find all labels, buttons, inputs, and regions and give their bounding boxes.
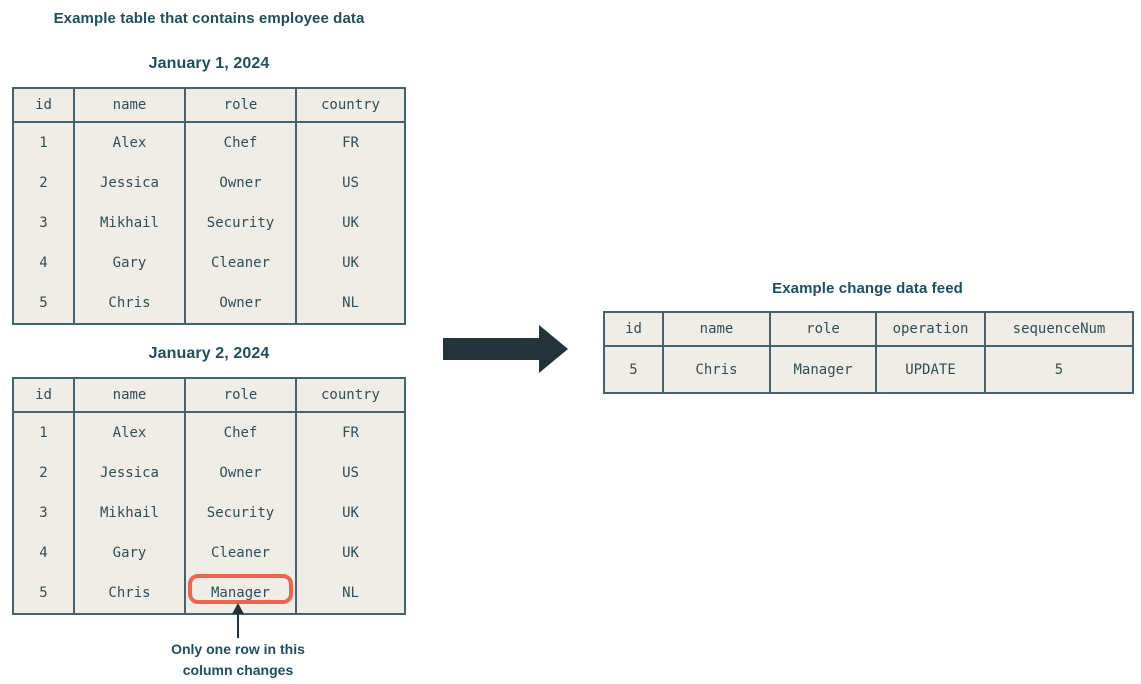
column-header: role (184, 88, 296, 123)
table-row: 3 Mikhail Security UK (13, 203, 405, 243)
table-cell: UK (295, 493, 405, 533)
header-row: id name role operation sequenceNum (604, 312, 1133, 347)
table-cell: Chef (184, 412, 296, 453)
table-cell: Owner (184, 163, 296, 203)
table-row: 4 Gary Cleaner UK (13, 533, 405, 573)
column-header: name (662, 312, 770, 347)
table-row: 1 Alex Chef FR (13, 122, 405, 163)
table-cell: 1 (39, 135, 48, 151)
table-cell: 3 (39, 215, 48, 231)
table-row: 3 Mikhail Security UK (13, 493, 405, 533)
table-cell: 5 (629, 361, 638, 378)
table-cell: US (295, 453, 405, 493)
table-cell: Mikhail (73, 203, 185, 243)
table-cell: Alex (73, 122, 185, 163)
table-cell: 5 (39, 585, 48, 601)
table-cell: Gary (73, 243, 185, 283)
table-cell: Security (184, 493, 296, 533)
table-row: 5 Chris Owner NL (13, 283, 405, 324)
table-cell: Security (184, 203, 296, 243)
jan2-employee-table: id name role country 1 Alex Chef FR 2 Jessica Owne… (12, 377, 406, 615)
change-data-feed-table: id name role operation sequenceNum 5 Chris Mana… (603, 311, 1134, 394)
table-cell: NL (295, 283, 405, 324)
column-header: name (73, 378, 185, 413)
jan2-table-caption: January 2, 2024 (148, 345, 270, 362)
table-cell: 2 (39, 175, 48, 191)
table-cell: Chef (184, 122, 296, 163)
table-row: 2 Jessica Owner US (13, 163, 405, 203)
table-row: 1 Alex Chef FR (13, 412, 405, 453)
table-cell: Gary (73, 533, 185, 573)
table-cell: Mikhail (73, 493, 185, 533)
header-row: id name role country (13, 88, 405, 123)
table-cell: Manager (769, 346, 876, 393)
table-cell: Cleaner (184, 533, 296, 573)
table-cell: UK (295, 243, 405, 283)
table-cell: UK (295, 203, 405, 243)
annotation-text: Only one row in this column changes (171, 641, 305, 678)
column-header: id (13, 88, 74, 123)
table-cell: Alex (73, 412, 185, 453)
left-section-title: Example table that contains employee dat… (53, 10, 365, 27)
table-cell: Owner (184, 453, 296, 493)
table-row: 4 Gary Cleaner UK (13, 243, 405, 283)
jan1-employee-table: id name role country 1 Alex Chef FR 2 Jessica Owne… (12, 87, 406, 325)
table-cell: FR (295, 412, 405, 453)
column-header: id (604, 312, 663, 347)
table-cell: UPDATE (875, 346, 985, 393)
column-header: country (295, 88, 405, 123)
column-header: role (184, 378, 296, 413)
feed-table-title: Example change data feed (772, 280, 963, 297)
table-row: 5 Chris Manager NL (13, 573, 405, 614)
table-cell: Owner (184, 283, 296, 324)
table-row: 2 Jessica Owner US (13, 453, 405, 493)
column-header: operation (875, 312, 985, 347)
table-cell: Cleaner (184, 243, 296, 283)
column-header: country (295, 378, 405, 413)
column-header: id (13, 378, 74, 413)
header-row: id name role country (13, 378, 405, 413)
table-cell: Jessica (73, 163, 185, 203)
table-cell: 4 (39, 255, 48, 271)
column-header: name (73, 88, 185, 123)
table-cell: NL (295, 573, 405, 614)
up-arrow-icon (232, 603, 244, 638)
table-row: 5 Chris Manager UPDATE 5 (604, 346, 1133, 393)
table-cell: Chris (73, 573, 185, 614)
table-cell: Chris (662, 346, 770, 393)
table-cell: 3 (39, 505, 48, 521)
table-cell: Jessica (73, 453, 185, 493)
table-cell: 5 (984, 346, 1133, 393)
table-cell: FR (295, 122, 405, 163)
table-cell: 1 (39, 425, 48, 441)
jan1-table-caption: January 1, 2024 (148, 55, 270, 72)
table-cell: 2 (39, 465, 48, 481)
right-block-arrow-icon (443, 325, 568, 373)
table-cell: 4 (39, 545, 48, 561)
column-header: sequenceNum (984, 312, 1133, 347)
table-cell: US (295, 163, 405, 203)
table-cell: UK (295, 533, 405, 573)
column-header: role (769, 312, 876, 347)
table-cell: Chris (73, 283, 185, 324)
table-cell: 5 (39, 295, 48, 311)
